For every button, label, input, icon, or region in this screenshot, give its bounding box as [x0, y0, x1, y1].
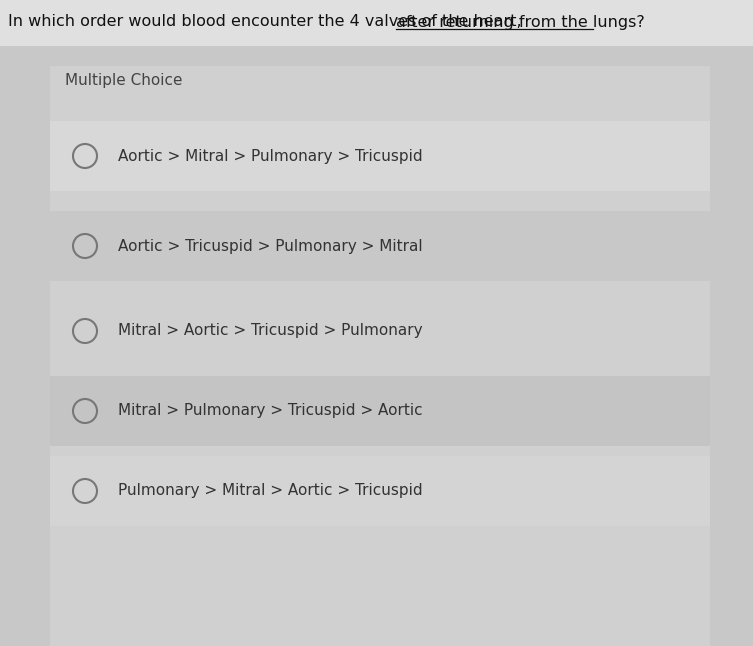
Bar: [0, 0, 753, 46]
Bar: [50, 66, 710, 646]
Text: Aortic > Tricuspid > Pulmonary > Mitral: Aortic > Tricuspid > Pulmonary > Mitral: [118, 238, 422, 253]
Bar: [50, 376, 710, 446]
Text: Mitral > Pulmonary > Tricuspid > Aortic: Mitral > Pulmonary > Tricuspid > Aortic: [118, 404, 422, 419]
Text: after returning from the lungs?: after returning from the lungs?: [396, 14, 645, 30]
Bar: [50, 211, 710, 281]
Text: In which order would blood encounter the 4 valves of the heart,: In which order would blood encounter the…: [8, 14, 527, 30]
Bar: [50, 456, 710, 526]
Bar: [50, 121, 710, 191]
Text: Multiple Choice: Multiple Choice: [65, 74, 182, 89]
Text: Aortic > Mitral > Pulmonary > Tricuspid: Aortic > Mitral > Pulmonary > Tricuspid: [118, 149, 422, 163]
Text: Pulmonary > Mitral > Aortic > Tricuspid: Pulmonary > Mitral > Aortic > Tricuspid: [118, 483, 422, 499]
Text: Mitral > Aortic > Tricuspid > Pulmonary: Mitral > Aortic > Tricuspid > Pulmonary: [118, 324, 422, 339]
Bar: [50, 296, 710, 366]
